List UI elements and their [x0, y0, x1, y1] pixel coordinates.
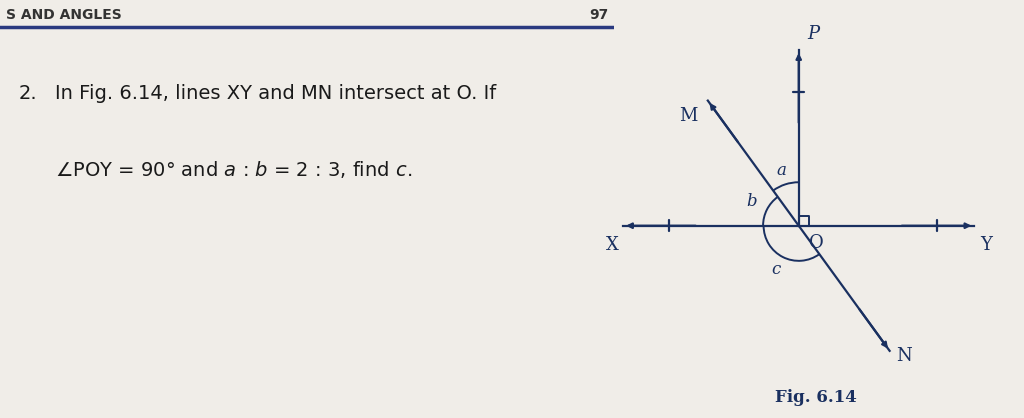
Text: Y: Y [980, 236, 992, 254]
Text: M: M [679, 107, 697, 125]
Text: O: O [809, 234, 823, 252]
Text: c: c [772, 261, 781, 278]
Text: b: b [746, 194, 758, 210]
Text: S AND ANGLES: S AND ANGLES [6, 8, 122, 22]
Text: P: P [807, 25, 819, 43]
Text: In Fig. 6.14, lines XY and MN intersect at O. If: In Fig. 6.14, lines XY and MN intersect … [55, 84, 497, 102]
Text: a: a [776, 162, 785, 179]
Text: N: N [896, 347, 912, 364]
Text: Fig. 6.14: Fig. 6.14 [774, 389, 856, 405]
Text: X: X [606, 236, 618, 254]
Text: 2.: 2. [18, 84, 37, 102]
Text: $\angle$POY = 90° and $a$ : $b$ = 2 : 3, find $c$.: $\angle$POY = 90° and $a$ : $b$ = 2 : 3,… [55, 159, 413, 180]
Text: 97: 97 [589, 8, 608, 22]
